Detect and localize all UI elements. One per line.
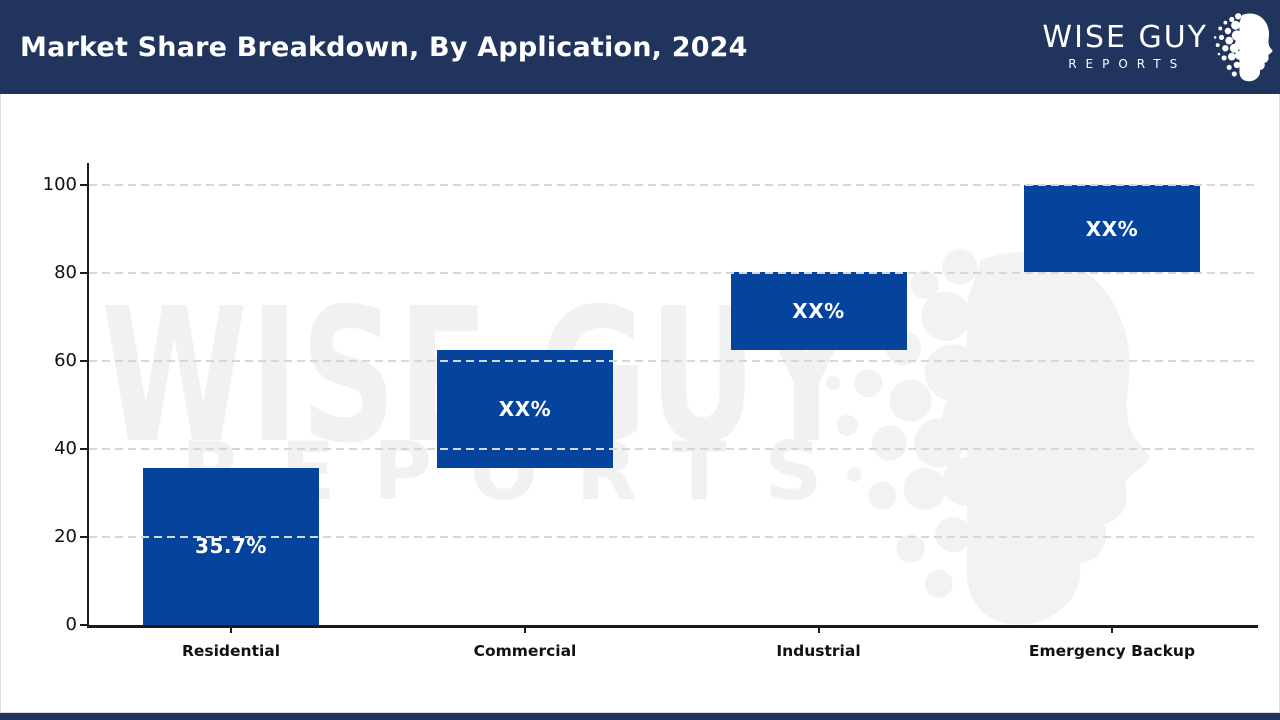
y-tick-mark	[80, 272, 88, 274]
logo-subtitle-text: REPORTS	[1068, 57, 1187, 71]
chart-area: WISE GUY REPORTS 35.7% Residential XX% Comm…	[0, 94, 1280, 713]
logo-head-icon	[1210, 7, 1274, 87]
gridline-100	[89, 184, 1258, 186]
bar-value-label: XX%	[498, 396, 552, 421]
x-tick-mark	[1111, 625, 1113, 633]
x-tick-mark	[524, 625, 526, 633]
category-label-industrial: Industrial	[776, 642, 861, 660]
category-label-commercial: Commercial	[473, 642, 577, 660]
gridline-80	[89, 272, 1258, 274]
y-tick-mark	[80, 536, 88, 538]
header-bar: Market Share Breakdown, By Application, …	[0, 0, 1280, 94]
bar-commercial: XX%	[437, 350, 613, 468]
footer-bar	[0, 713, 1280, 720]
bar-value-label: XX%	[1085, 216, 1139, 241]
y-tick-mark	[80, 624, 88, 626]
y-tick-mark	[80, 360, 88, 362]
y-tick-label-0: 0	[65, 614, 77, 635]
bar-value-label: 35.7%	[195, 534, 267, 559]
y-tick-mark	[80, 448, 88, 450]
y-tick-label-40: 40	[54, 438, 77, 459]
gridline-60	[89, 360, 1258, 362]
plot-area: 35.7% Residential XX% Commercial XX% Industri…	[1, 94, 1279, 712]
bar-industrial: XX%	[730, 272, 907, 350]
gridline-20	[89, 536, 1258, 538]
logo-wordmark: WISE GUY REPORTS	[1042, 20, 1208, 72]
logo-name-text: WISE GUY	[1042, 20, 1208, 55]
y-tick-label-80: 80	[54, 262, 77, 283]
y-tick-mark	[80, 184, 88, 186]
brand-logo: WISE GUY REPORTS	[1042, 0, 1274, 94]
y-axis-line	[87, 163, 89, 628]
y-tick-label-60: 60	[54, 350, 77, 371]
category-label-residential: Residential	[181, 642, 281, 660]
gridline-40	[89, 448, 1258, 450]
x-tick-mark	[230, 625, 232, 633]
x-tick-mark	[817, 625, 820, 633]
page-title: Market Share Breakdown, By Application, …	[20, 31, 748, 63]
bar-value-label: XX%	[792, 299, 845, 324]
category-label-emergency-backup: Emergency Backup	[1028, 642, 1196, 660]
y-tick-label-20: 20	[54, 526, 77, 547]
bar-residential: 35.7%	[143, 467, 319, 625]
bar-emergency-backup: XX%	[1024, 185, 1200, 273]
y-tick-label-100: 100	[42, 174, 77, 195]
x-axis-line	[87, 625, 1258, 628]
